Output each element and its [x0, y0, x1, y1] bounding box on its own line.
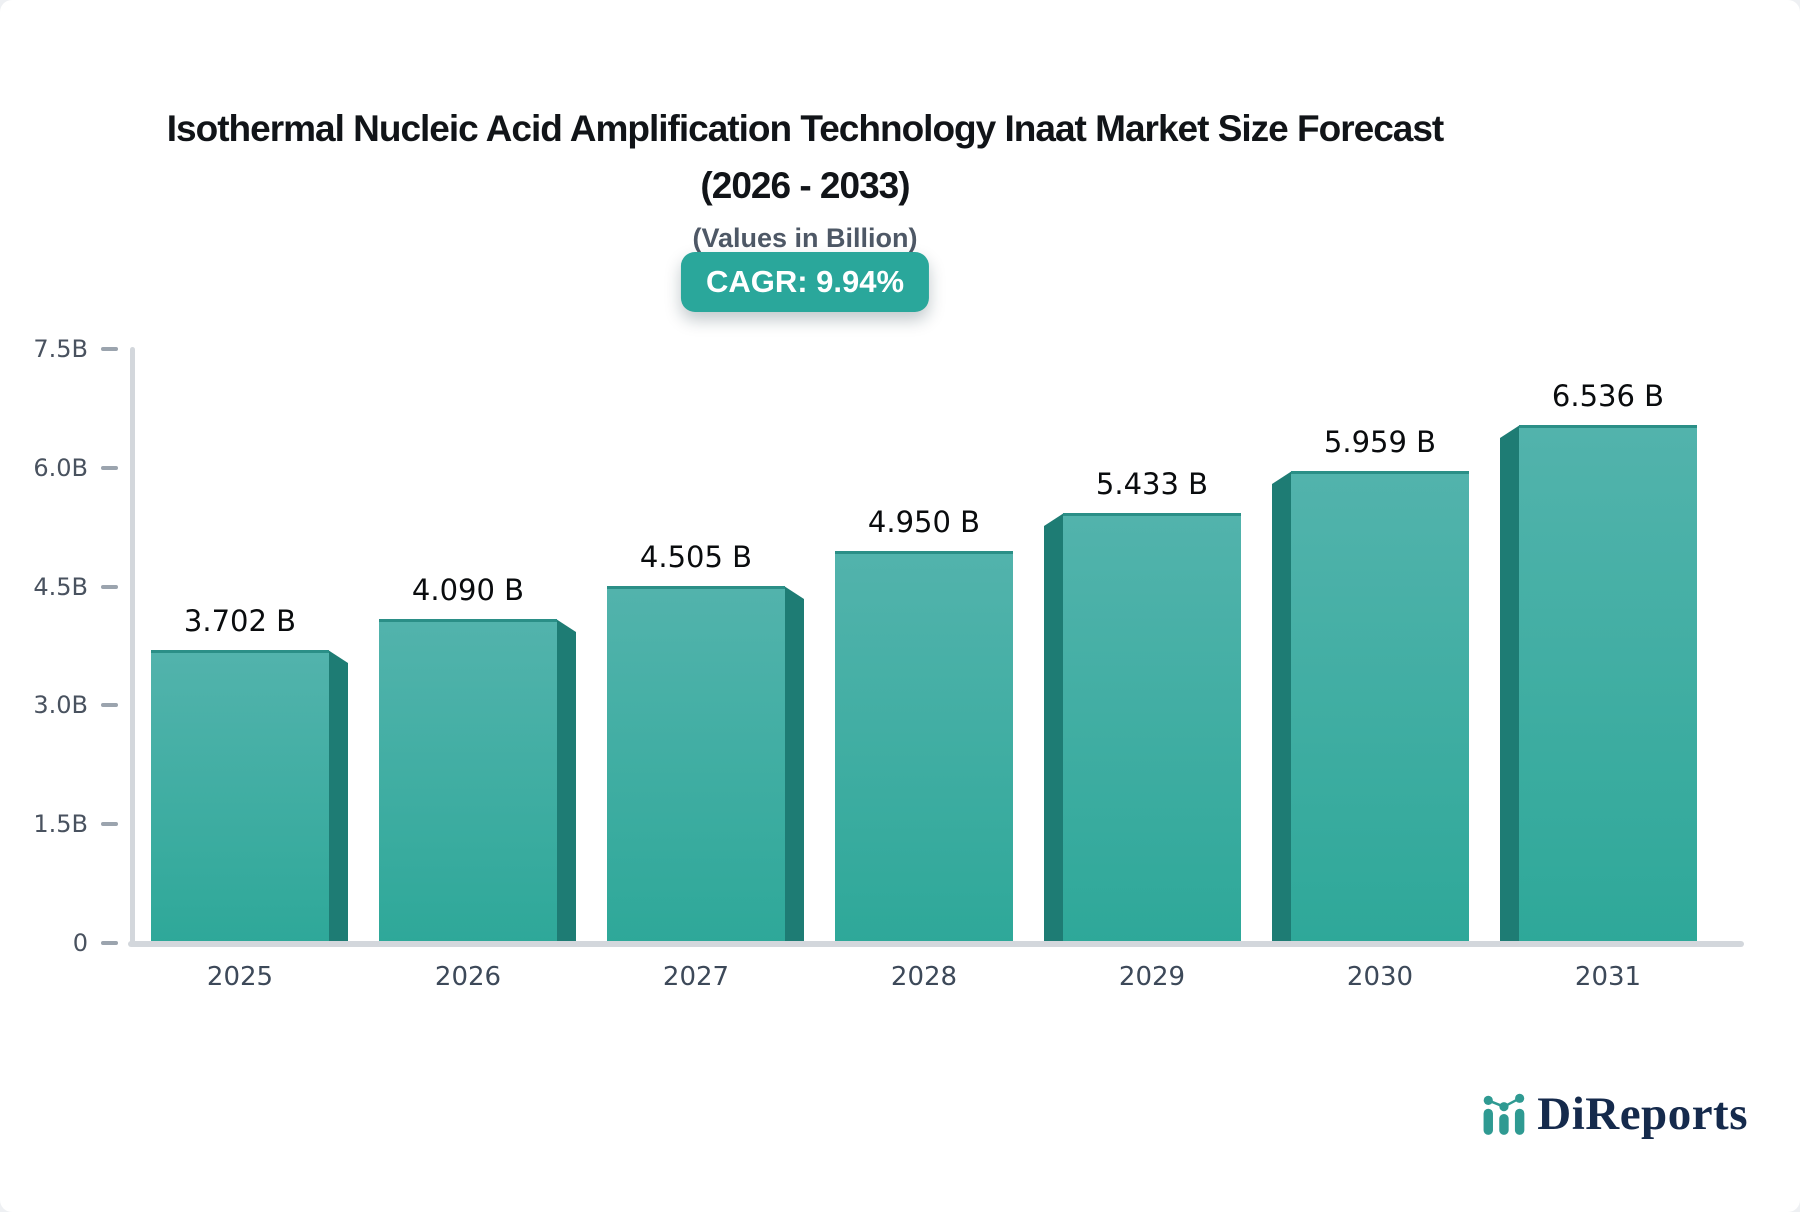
chart-subtitle: (Values in Billion) — [692, 223, 918, 253]
page-title-years: (2026 - 2033) — [700, 165, 910, 206]
cagr-badge: CAGR: 9.94% — [680, 252, 930, 312]
bar-value-label: 4.090 B — [411, 573, 525, 607]
x-axis-label: 2025 — [206, 962, 274, 992]
bar-side-face — [784, 586, 804, 944]
y-axis-tick-label: 7.5B — [33, 335, 88, 363]
x-axis-label: 2030 — [1346, 962, 1414, 992]
bar-side-face — [1272, 471, 1292, 944]
y-axis-tick-mark — [101, 941, 118, 945]
y-axis-line — [130, 347, 135, 946]
bar-value-label: 6.536 B — [1551, 379, 1665, 413]
x-axis-line — [128, 941, 1744, 947]
logo-wordmark: DiReports — [1537, 1088, 1748, 1140]
x-axis-label: 2026 — [434, 962, 502, 992]
y-axis-tick-mark — [101, 466, 118, 470]
bar-value-label: 4.505 B — [639, 540, 753, 574]
y-axis-tick-mark — [101, 585, 118, 589]
bar-side-face — [1500, 425, 1520, 944]
bar-2028 — [835, 551, 1013, 944]
bar-2031 — [1519, 425, 1697, 944]
y-axis-tick-label: 0 — [72, 929, 88, 957]
logo-chart-icon — [1482, 1091, 1528, 1137]
bar-value-label: 5.433 B — [1095, 467, 1209, 501]
x-axis-label: 2028 — [890, 962, 958, 992]
y-axis-tick-label: 4.5B — [33, 573, 88, 601]
y-axis-tick-mark — [101, 822, 118, 826]
bar-2026 — [379, 619, 557, 944]
bar-2025 — [151, 650, 329, 944]
y-axis-tick-label: 1.5B — [33, 810, 88, 838]
bar-side-face — [556, 619, 576, 944]
x-axis-label: 2029 — [1118, 962, 1186, 992]
bar-value-label: 3.702 B — [183, 604, 297, 638]
bar-side-face — [1044, 513, 1064, 944]
bar-value-label: 4.950 B — [867, 505, 981, 539]
y-axis-tick-label: 3.0B — [33, 691, 88, 719]
x-axis-label: 2031 — [1574, 962, 1642, 992]
y-axis-tick-mark — [101, 347, 118, 351]
page-title: Isothermal Nucleic Acid Amplification Te… — [166, 108, 1445, 149]
y-axis-tick-label: 6.0B — [33, 454, 88, 482]
bar-side-face — [328, 650, 348, 944]
y-axis-tick-mark — [101, 703, 118, 707]
bar-value-label: 5.959 B — [1323, 425, 1437, 459]
bar-2029 — [1063, 513, 1241, 944]
direports-logo: DiReports — [1482, 1082, 1748, 1146]
x-axis-label: 2027 — [662, 962, 730, 992]
bar-2030 — [1291, 471, 1469, 944]
bar-2027 — [607, 586, 785, 944]
